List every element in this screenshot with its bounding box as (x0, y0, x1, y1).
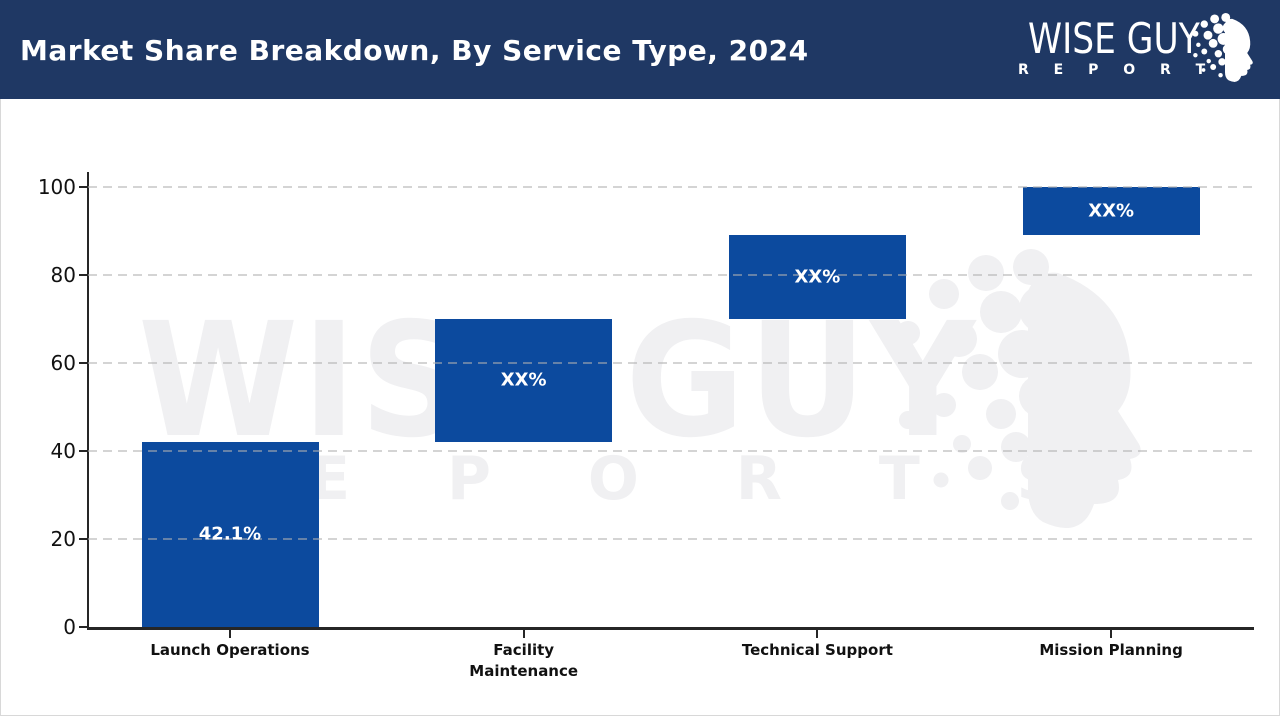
y-tick-mark (79, 186, 87, 188)
x-axis-line (87, 627, 1254, 630)
bar-launch-operations (141, 441, 319, 627)
y-axis-line (87, 172, 89, 630)
gridline-60 (88, 362, 1254, 364)
x-tick-mark (1110, 630, 1113, 638)
bar-facility-maintenance (435, 319, 613, 442)
gridline-40 (88, 450, 1254, 452)
y-tick-mark (79, 538, 87, 540)
x-tick-mark (522, 630, 525, 638)
wise-guy-logo: WISE GUY R E P O R T S (1012, 8, 1262, 92)
logo-dotted-head-icon (1192, 13, 1253, 82)
gridline-100 (88, 186, 1254, 188)
bar-value-label-technical-support: XX% (794, 266, 841, 288)
x-tick-mark (229, 630, 231, 638)
y-tick-mark (79, 274, 87, 276)
y-tick-label: 80 (50, 263, 76, 287)
y-tick-mark (79, 450, 87, 452)
y-tick-mark (79, 362, 87, 364)
bar-value-label-launch-operations: 42.1% (198, 523, 262, 545)
x-tick-mark (816, 630, 819, 638)
y-tick-label: 0 (63, 615, 76, 639)
y-tick-label: 60 (50, 351, 76, 375)
y-tick-label: 20 (50, 527, 76, 551)
x-category-label-mission-planning: Mission Planning (1039, 641, 1183, 659)
y-tick-label: 100 (37, 175, 76, 199)
watermark-dotted-head-icon (896, 249, 1141, 528)
bar-value-label-mission-planning: XX% (1088, 200, 1134, 222)
x-category-label-technical-support: Technical Support (741, 641, 893, 659)
y-tick-label: 40 (50, 439, 76, 463)
gridline-80 (88, 274, 1254, 276)
x-category-label-launch-operations: Launch Operations (150, 641, 310, 659)
gridline-20 (88, 538, 1254, 540)
x-category-label-facility-maintenance: Facility Maintenance (469, 641, 579, 680)
logo-text: WISE GUY R E P O R T S (1012, 14, 1251, 79)
logo-reports-text: R E P O R T S (1018, 62, 1251, 78)
header-bar: Market Share Breakdown, By Service Type,… (0, 0, 1280, 99)
logo-wordmark: WISE GUY (1028, 14, 1200, 63)
bar-mission-planning (1022, 187, 1200, 235)
bar-value-label-facility-maintenance: XX% (500, 369, 547, 391)
bar-technical-support (728, 234, 906, 319)
chart-title: Market Share Breakdown, By Service Type,… (20, 34, 809, 67)
y-tick-mark (79, 626, 87, 628)
